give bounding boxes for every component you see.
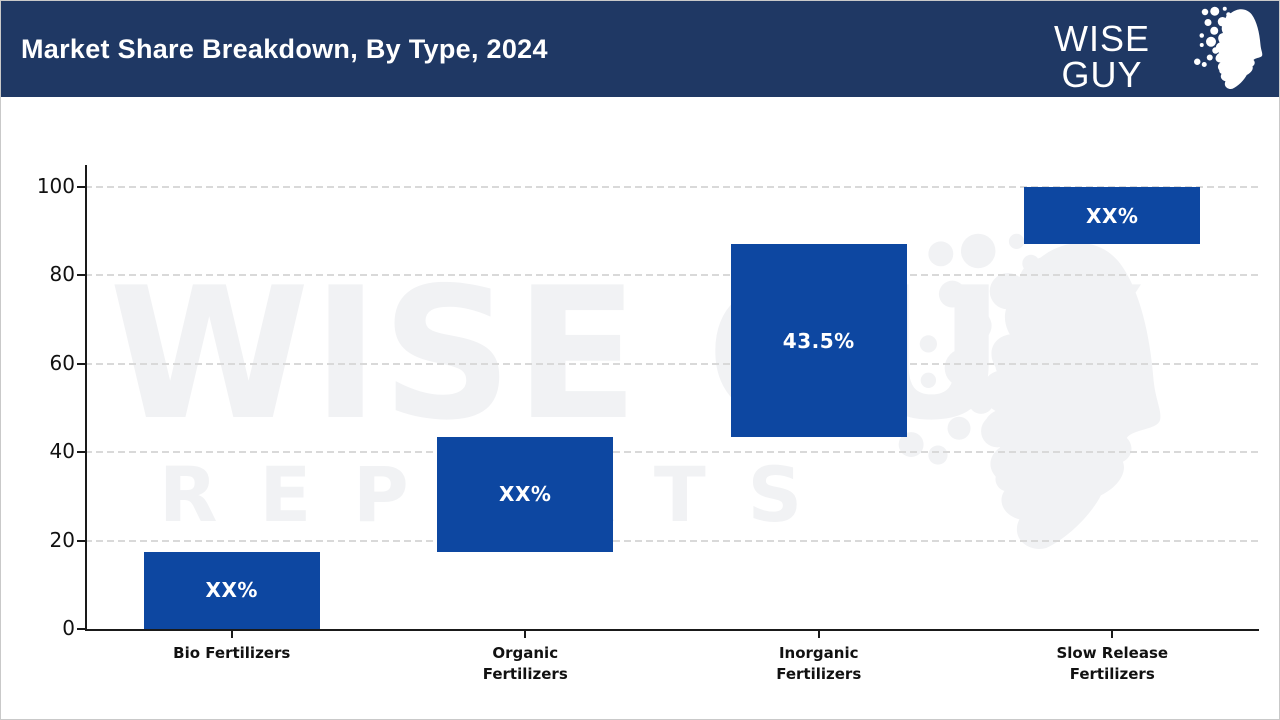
y-tick-mark	[77, 362, 85, 365]
x-tick-mark	[817, 631, 820, 638]
x-category-label-line: Organic	[492, 644, 559, 662]
x-category-label-line: Fertilizers	[482, 665, 568, 683]
y-tick-label: 60	[49, 350, 75, 375]
header-bar: Market Share Breakdown, By Type, 2024 WI…	[1, 1, 1279, 112]
wiseguy-logo-text: WISE GUY REPORTS	[1021, 18, 1183, 113]
y-axis	[85, 165, 87, 631]
gridline-40	[85, 451, 1259, 454]
bar-value-label: XX%	[205, 578, 258, 603]
x-category-label-line: Fertilizers	[776, 665, 862, 683]
y-tick-mark	[77, 451, 85, 454]
x-tick-mark	[1111, 631, 1114, 638]
x-category-label: Inorganic Fertilizers	[709, 643, 929, 685]
y-tick-label: 0	[62, 616, 75, 640]
y-tick-label: 80	[49, 262, 75, 287]
x-axis	[85, 629, 1259, 631]
y-tick-mark	[77, 628, 85, 630]
y-tick-label: 40	[49, 439, 75, 464]
bar-inorganic-fertilizers: 43.5%	[730, 244, 907, 437]
x-category-label-line: Bio Fertilizers	[173, 644, 291, 662]
y-tick-mark	[77, 274, 85, 277]
gridline-20	[85, 539, 1259, 542]
y-tick-label: 20	[49, 527, 75, 552]
bar-organic-fertilizers: XX%	[437, 436, 614, 552]
y-tick-mark	[77, 186, 85, 188]
wiseguy-logo-line2: REPORTS	[1040, 96, 1169, 112]
bar-value-label: XX%	[499, 482, 552, 507]
x-category-label-line: Slow Release	[1056, 644, 1169, 662]
y-tick-mark	[77, 539, 85, 542]
y-tick-label: 100	[36, 174, 75, 198]
x-category-label-line: Fertilizers	[1069, 665, 1155, 683]
x-category-label: Slow Release Fertilizers	[1002, 643, 1222, 685]
wiseguy-logo-line1: WISE GUY	[1053, 18, 1150, 95]
x-tick-mark	[524, 631, 527, 638]
bar-value-label: XX%	[1086, 203, 1139, 228]
x-category-label: Organic Fertilizers	[415, 643, 635, 685]
wiseguy-face-icon	[1194, 6, 1263, 89]
bar-bio-fertilizers: XX%	[143, 551, 320, 629]
bar-value-label: 43.5%	[782, 328, 855, 353]
x-tick-mark	[230, 631, 233, 638]
gridline-100	[85, 186, 1259, 188]
gridline-60	[85, 362, 1259, 365]
x-category-label-line: Inorganic	[778, 644, 859, 662]
wiseguy-logo: WISE GUY REPORTS	[1021, 1, 1271, 112]
x-category-label: Bio Fertilizers	[122, 643, 342, 664]
plot-area: 0 20 40 60 80 100 XX% Bio Fertilizers XX% Organic…	[1, 97, 1279, 719]
page-title: Market Share Breakdown, By Type, 2024	[21, 33, 548, 64]
bar-slow-release-fertilizers: XX%	[1024, 187, 1201, 245]
gridline-80	[85, 274, 1259, 277]
